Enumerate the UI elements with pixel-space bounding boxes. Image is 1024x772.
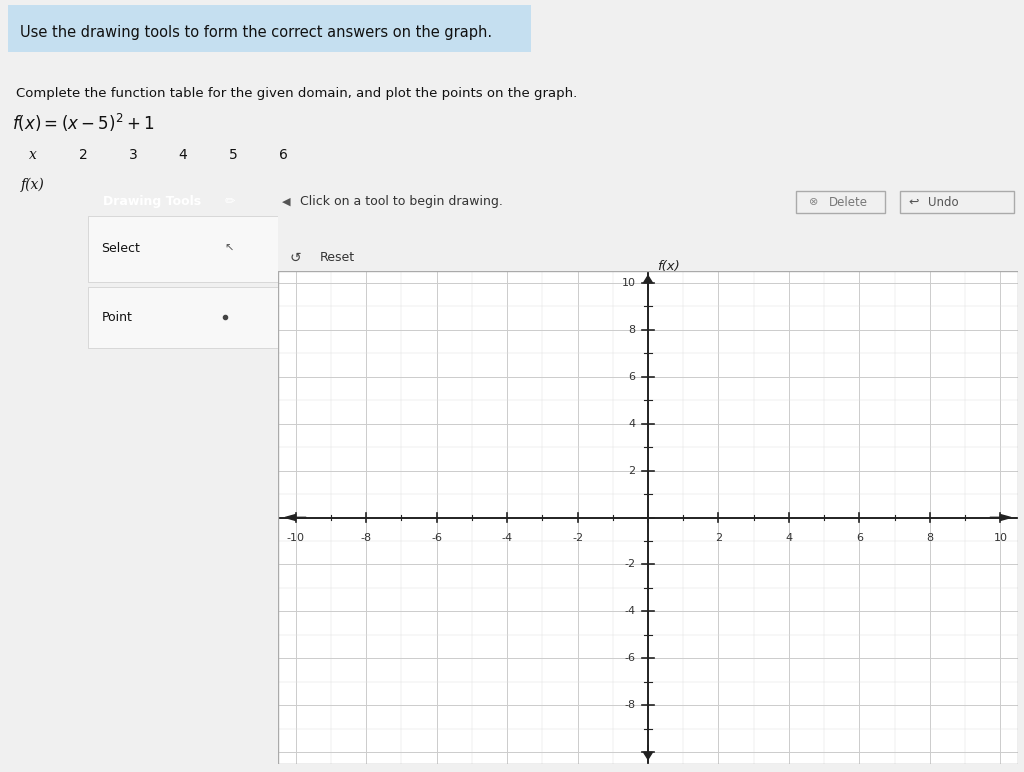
Text: 2: 2 bbox=[715, 533, 722, 543]
Text: ↩: ↩ bbox=[908, 195, 919, 208]
Bar bbox=[900, 191, 1015, 213]
Bar bbox=[88, 287, 278, 347]
Text: Select: Select bbox=[101, 242, 140, 256]
Bar bbox=[8, 5, 530, 52]
Text: ⊗: ⊗ bbox=[809, 197, 819, 207]
Text: Complete the function table for the given domain, and plot the points on the gra: Complete the function table for the give… bbox=[16, 86, 578, 100]
Text: 2: 2 bbox=[629, 466, 636, 476]
Text: ◀: ◀ bbox=[282, 197, 290, 207]
FancyArrow shape bbox=[285, 515, 306, 520]
Text: Delete: Delete bbox=[829, 195, 868, 208]
Text: -8: -8 bbox=[360, 533, 372, 543]
Text: 4: 4 bbox=[629, 418, 636, 428]
Text: 6: 6 bbox=[629, 371, 636, 381]
FancyArrow shape bbox=[644, 276, 652, 290]
Text: -4: -4 bbox=[502, 533, 513, 543]
Text: 6: 6 bbox=[279, 148, 288, 162]
Text: -2: -2 bbox=[572, 533, 583, 543]
Text: 8: 8 bbox=[629, 325, 636, 335]
Text: 8: 8 bbox=[927, 533, 934, 543]
Text: 2: 2 bbox=[79, 148, 87, 162]
Text: f(x): f(x) bbox=[656, 260, 680, 273]
Text: -2: -2 bbox=[625, 560, 636, 570]
Text: ↺: ↺ bbox=[290, 250, 302, 265]
Text: -6: -6 bbox=[431, 533, 442, 543]
Text: -10: -10 bbox=[287, 533, 304, 543]
Text: Drawing Tools: Drawing Tools bbox=[103, 195, 202, 208]
Text: ✏: ✏ bbox=[225, 195, 236, 208]
Text: Use the drawing tools to form the correct answers on the graph.: Use the drawing tools to form the correc… bbox=[20, 25, 493, 40]
Text: 5: 5 bbox=[228, 148, 238, 162]
Text: 3: 3 bbox=[129, 148, 137, 162]
Text: Point: Point bbox=[101, 311, 132, 324]
Text: ↖: ↖ bbox=[225, 244, 234, 254]
Text: -6: -6 bbox=[625, 653, 636, 663]
Text: $f(x) = (x - 5)^2 + 1$: $f(x) = (x - 5)^2 + 1$ bbox=[12, 113, 155, 134]
Text: f(x): f(x) bbox=[22, 178, 45, 192]
Text: 4: 4 bbox=[785, 533, 793, 543]
Text: Click on a tool to begin drawing.: Click on a tool to begin drawing. bbox=[300, 195, 503, 208]
Text: Undo: Undo bbox=[928, 195, 958, 208]
Text: x: x bbox=[29, 148, 37, 162]
Bar bbox=[796, 191, 885, 213]
Text: 6: 6 bbox=[856, 533, 863, 543]
Text: 10: 10 bbox=[622, 278, 636, 288]
Text: -4: -4 bbox=[625, 606, 636, 616]
Bar bbox=[88, 216, 278, 282]
FancyArrow shape bbox=[644, 745, 652, 760]
Text: Reset: Reset bbox=[319, 251, 355, 264]
Text: 10: 10 bbox=[993, 533, 1008, 543]
Text: -8: -8 bbox=[625, 700, 636, 710]
Text: 4: 4 bbox=[178, 148, 187, 162]
FancyArrow shape bbox=[990, 515, 1011, 520]
